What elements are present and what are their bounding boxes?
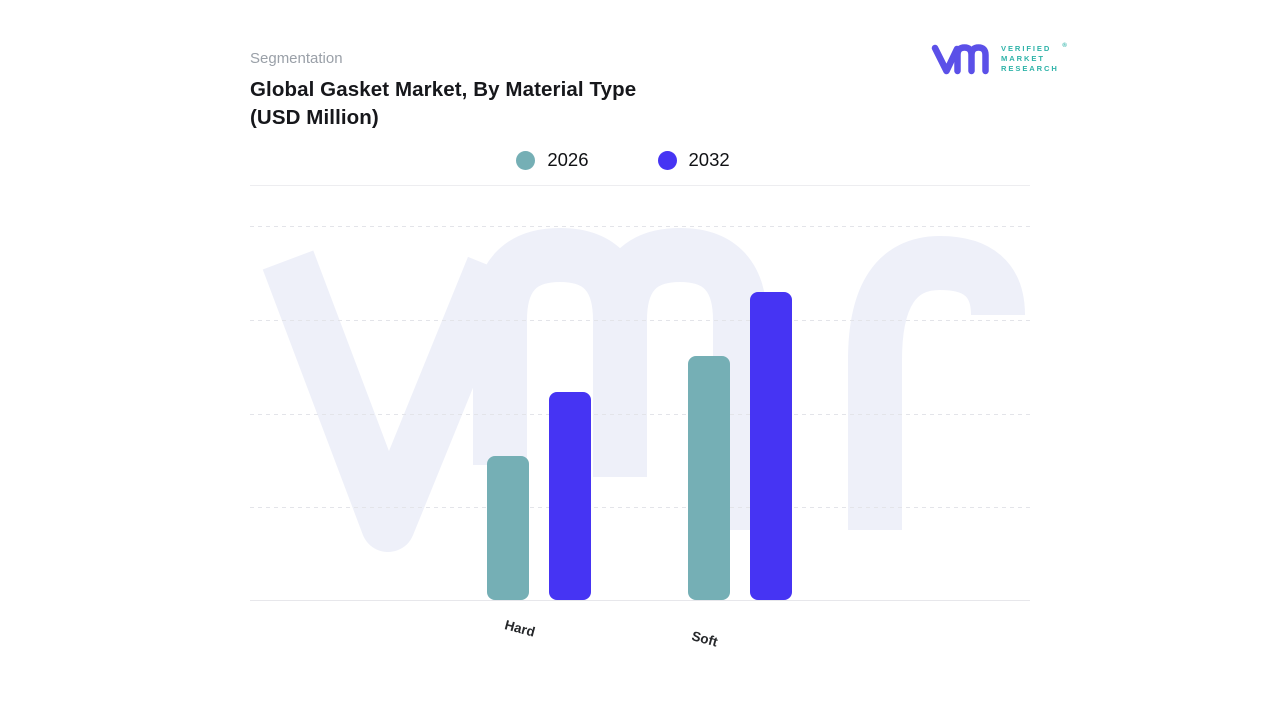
x-axis-label-soft: Soft — [690, 628, 720, 650]
x-axis-baseline — [250, 600, 1030, 601]
logo-line-research: RESEARCH — [1001, 64, 1059, 73]
bar-group-soft — [688, 292, 792, 600]
plot-top-border — [250, 185, 1030, 186]
vmr-watermark-icon — [262, 228, 1025, 552]
legend-item-2026[interactable]: 2026 — [516, 149, 589, 171]
chart-eyebrow: Segmentation — [250, 50, 343, 67]
bar-group-hard — [487, 392, 591, 600]
vmr-logo: VERIFIED ® MARKET RESEARCH — [930, 40, 1067, 78]
x-axis-label-hard: Hard — [503, 617, 537, 640]
legend-item-2032[interactable]: 2032 — [657, 149, 730, 171]
gridline-3 — [250, 320, 1030, 321]
gridline-2 — [250, 414, 1030, 415]
bar-soft-2026[interactable] — [688, 356, 730, 600]
bar-soft-2032[interactable] — [750, 292, 792, 600]
logo-line-verified: VERIFIED — [1001, 44, 1052, 53]
legend-label-2032: 2032 — [688, 149, 730, 170]
chart-legend: 2026 2032 — [233, 149, 1013, 171]
registered-trademark-icon: ® — [1062, 43, 1067, 49]
bar-hard-2032[interactable] — [549, 392, 591, 600]
gridline-4 — [250, 226, 1030, 227]
chart-title: Global Gasket Market, By Material Type — [250, 78, 637, 101]
legend-dot-2032-icon — [657, 150, 677, 170]
chart-title-units: (USD Million) — [250, 106, 379, 129]
legend-dot-2026-icon — [516, 150, 536, 170]
gridline-1 — [250, 507, 1030, 508]
vmr-logo-text: VERIFIED ® MARKET RESEARCH — [1001, 43, 1067, 74]
logo-line-market: MARKET — [1001, 54, 1045, 63]
bar-hard-2026[interactable] — [487, 456, 529, 600]
vmr-logo-mark-icon — [931, 44, 989, 75]
legend-label-2026: 2026 — [547, 149, 589, 170]
chart-header: Segmentation Global Gasket Market, By Ma… — [250, 50, 890, 132]
plot-area: Hard Soft — [250, 185, 1030, 650]
